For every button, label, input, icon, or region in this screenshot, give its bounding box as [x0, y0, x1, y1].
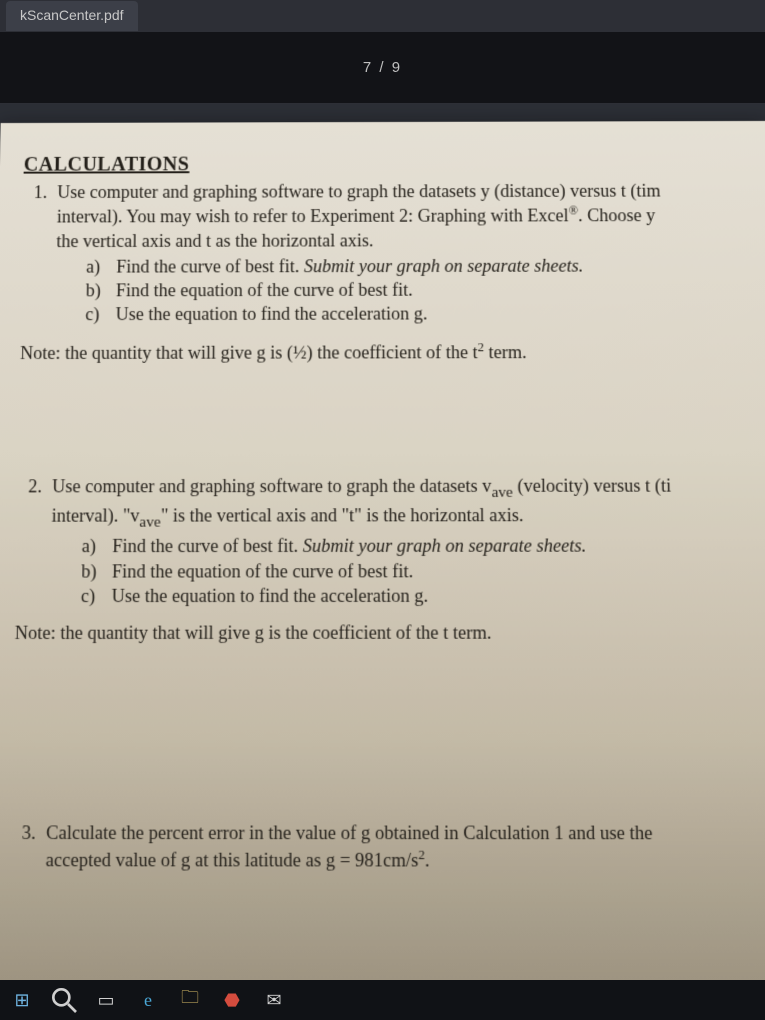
- list-item: 1. Use computer and graphing software to…: [22, 179, 758, 253]
- sub-item: a) Find the curve of best fit. Submit yo…: [86, 253, 759, 278]
- item-text: Use computer and graphing software to gr…: [56, 179, 758, 253]
- list-item: 2. Use computer and graphing software to…: [17, 473, 764, 532]
- sub-item: b) Find the equation of the curve of bes…: [86, 277, 760, 302]
- task-view-icon[interactable]: ▭: [90, 984, 122, 1016]
- edge-icon[interactable]: e: [132, 984, 164, 1016]
- mail-icon[interactable]: ✉: [258, 984, 290, 1016]
- item-number: 2.: [17, 474, 53, 532]
- sub-item: c) Use the equation to find the accelera…: [85, 301, 760, 326]
- section-heading: CALCULATIONS: [24, 152, 757, 176]
- chrome-icon[interactable]: [300, 984, 332, 1016]
- sub-letter: b): [86, 279, 117, 303]
- sub-letter: a): [86, 255, 117, 279]
- pdf-tab[interactable]: kScanCenter.pdf: [6, 1, 138, 31]
- sub-item: c) Use the equation to find the accelera…: [81, 583, 765, 608]
- item-number: 1.: [22, 180, 57, 253]
- item-number: 3.: [10, 821, 46, 873]
- pdf-toolbar: 7 / 9: [0, 32, 765, 104]
- windows-start-icon[interactable]: ⊞: [6, 984, 38, 1016]
- search-icon[interactable]: [48, 984, 80, 1016]
- page-indicator[interactable]: 7 / 9: [363, 59, 402, 76]
- list-item: 3. Calculate the percent error in the va…: [10, 821, 765, 873]
- note-text: Note: the quantity that will give g is t…: [15, 623, 765, 645]
- windows-taskbar: ⊞ ▭ e 🗀 ⬣ ✉: [0, 980, 765, 1020]
- sub-letter: a): [81, 534, 112, 559]
- item-text: Use computer and graphing software to gr…: [51, 473, 763, 532]
- sub-item: a) Find the curve of best fit. Submit yo…: [81, 534, 764, 559]
- item-text: Calculate the percent error in the value…: [45, 821, 765, 873]
- pdf-viewer[interactable]: CALCULATIONS 1. Use computer and graphin…: [0, 104, 765, 980]
- sub-letter: b): [81, 559, 112, 584]
- browser-tab-bar: kScanCenter.pdf: [0, 0, 765, 32]
- note-text: Note: the quantity that will give g is (…: [20, 340, 760, 364]
- file-explorer-icon[interactable]: 🗀: [174, 984, 206, 1016]
- tab-title: kScanCenter.pdf: [20, 7, 124, 23]
- sub-letter: c): [85, 303, 116, 327]
- document-page: CALCULATIONS 1. Use computer and graphin…: [0, 121, 765, 980]
- sub-item: b) Find the equation of the curve of bes…: [81, 558, 765, 583]
- sub-letter: c): [81, 584, 112, 609]
- store-icon[interactable]: ⬣: [216, 984, 248, 1016]
